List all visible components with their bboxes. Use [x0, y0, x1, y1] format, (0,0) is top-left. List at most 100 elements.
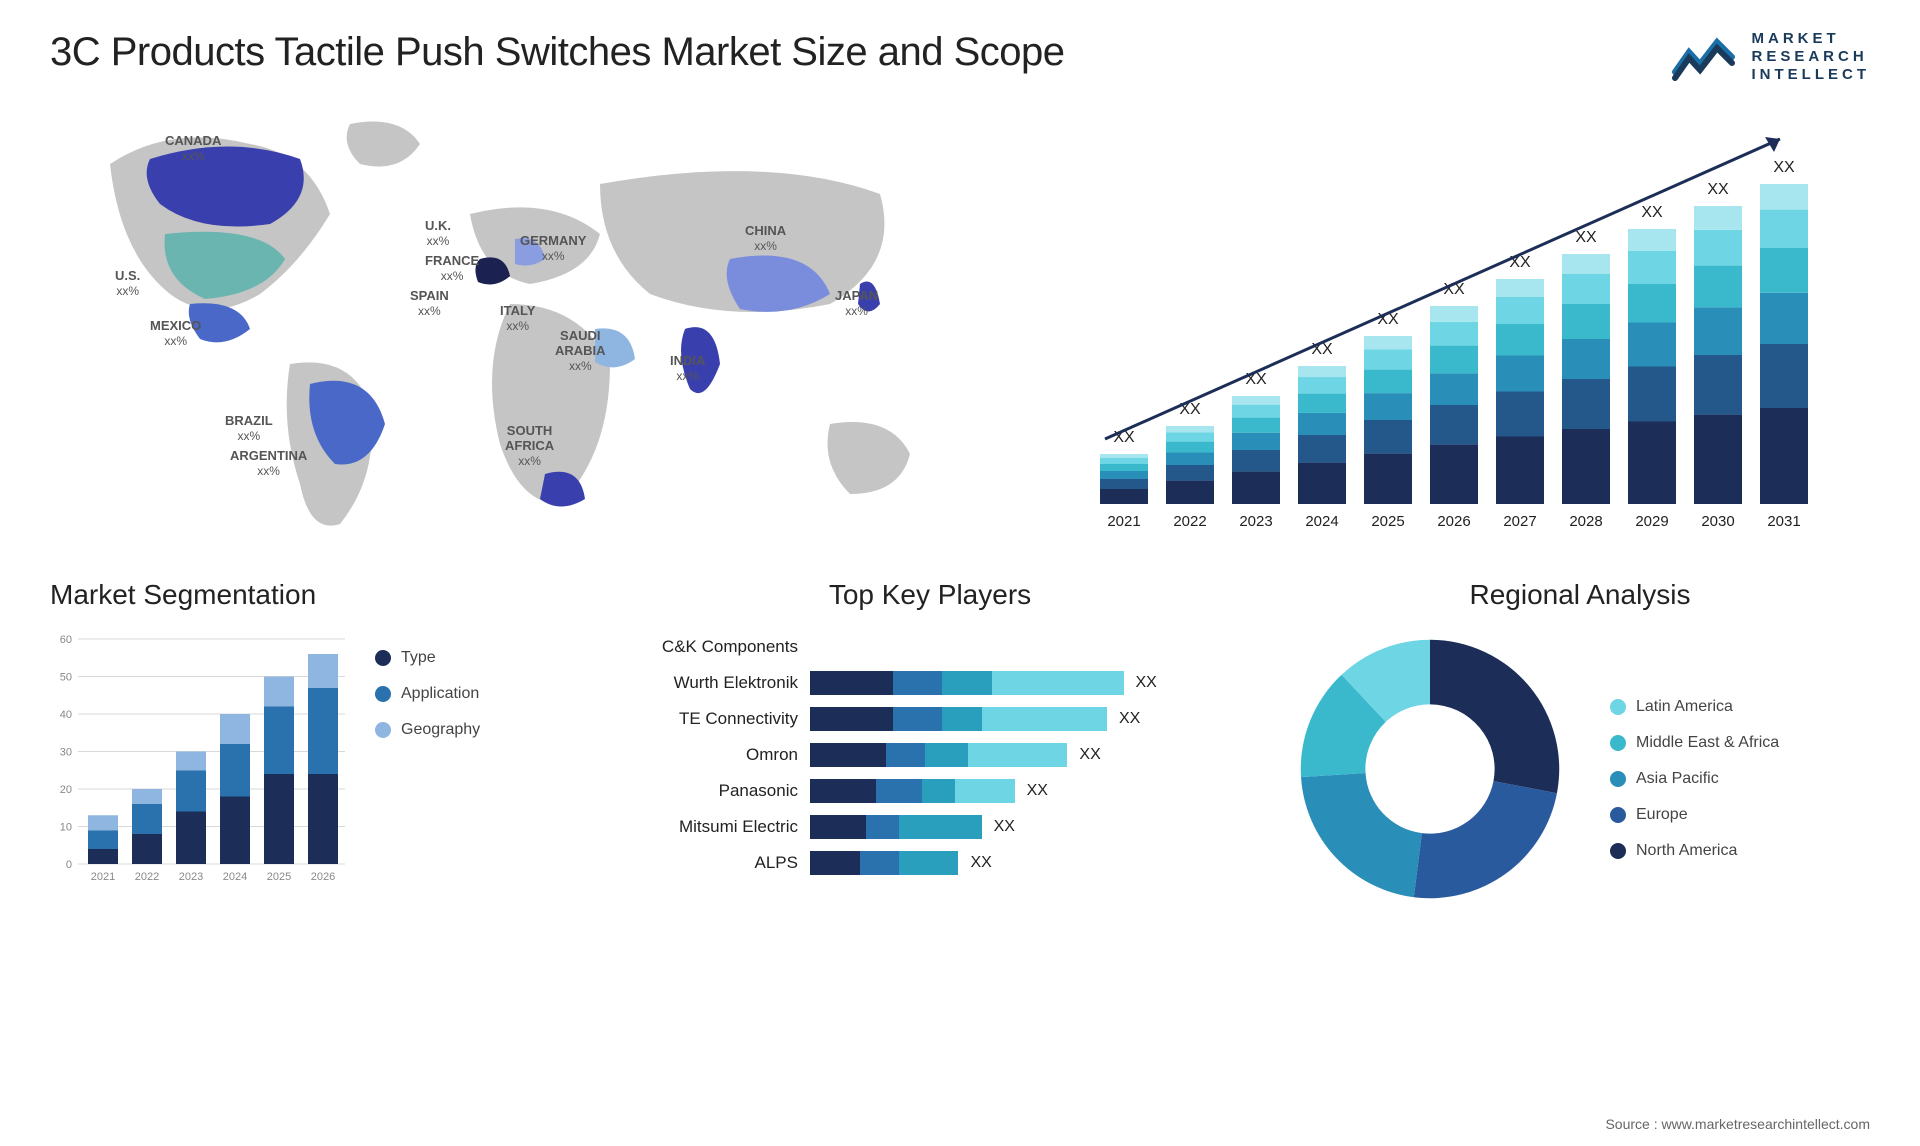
legend-item: North America	[1610, 842, 1779, 860]
player-bar	[810, 779, 1015, 803]
svg-text:2025: 2025	[267, 871, 291, 883]
svg-text:XX: XX	[1773, 159, 1795, 176]
map-label: SAUDIARABIAxx%	[555, 329, 606, 374]
growth-chart-panel: XX2021XX2022XX2023XX2024XX2025XX2026XX20…	[1010, 104, 1870, 544]
map-label: CHINAxx%	[745, 224, 786, 254]
segmentation-legend: Type Application Geography	[375, 649, 480, 889]
legend-item: Middle East & Africa	[1610, 734, 1779, 752]
regional-panel: Regional Analysis Latin America Middle Ea…	[1290, 579, 1870, 909]
logo-line1: MARKET	[1752, 30, 1871, 48]
legend-item: Latin America	[1610, 698, 1779, 716]
regional-legend: Latin America Middle East & Africa Asia Pa…	[1610, 698, 1779, 860]
players-panel: Top Key Players C&K ComponentsWurth Elek…	[620, 579, 1240, 909]
map-label: FRANCExx%	[425, 254, 479, 284]
svg-text:2027: 2027	[1503, 513, 1536, 530]
player-bar-row: XX	[810, 845, 1240, 881]
page-title: 3C Products Tactile Push Switches Market…	[50, 30, 1065, 75]
logo-icon	[1672, 32, 1742, 82]
player-name: Omron	[620, 737, 798, 773]
player-value: XX	[1119, 710, 1140, 728]
segmentation-chart: 0 10 20 30 40 50 60 2021 2022 2023 2024 2025 2026	[50, 629, 350, 889]
svg-text:2030: 2030	[1701, 513, 1734, 530]
svg-text:0: 0	[66, 859, 72, 871]
player-labels: C&K ComponentsWurth ElektronikTE Connect…	[620, 629, 810, 881]
player-value: XX	[1136, 674, 1157, 692]
player-name: TE Connectivity	[620, 701, 798, 737]
legend-item: Asia Pacific	[1610, 770, 1779, 788]
player-bar-row: XX	[810, 773, 1240, 809]
svg-text:30: 30	[60, 747, 72, 759]
svg-text:XX: XX	[1575, 229, 1597, 246]
player-bar	[810, 707, 1107, 731]
bottom-row: Market Segmentation 0 10 20 30 40 50 60 2021 202…	[50, 579, 1870, 909]
svg-text:XX: XX	[1641, 204, 1663, 221]
map-label: U.S.xx%	[115, 269, 140, 299]
legend-item: Europe	[1610, 806, 1779, 824]
map-label: CANADAxx%	[165, 134, 221, 164]
svg-text:2025: 2025	[1371, 513, 1404, 530]
segmentation-panel: Market Segmentation 0 10 20 30 40 50 60 2021 202…	[50, 579, 570, 909]
player-bar-row: XX	[810, 737, 1240, 773]
player-bar	[810, 743, 1067, 767]
legend-item: Application	[375, 685, 480, 703]
svg-text:20: 20	[60, 784, 72, 796]
player-name: ALPS	[620, 845, 798, 881]
player-value: XX	[1079, 746, 1100, 764]
svg-text:2028: 2028	[1569, 513, 1602, 530]
player-bar	[810, 851, 959, 875]
map-label: U.K.xx%	[425, 219, 451, 249]
svg-text:2023: 2023	[1239, 513, 1272, 530]
player-bar	[810, 815, 982, 839]
player-name: Panasonic	[620, 773, 798, 809]
svg-text:60: 60	[60, 634, 72, 646]
svg-text:2029: 2029	[1635, 513, 1668, 530]
player-name: Wurth Elektronik	[620, 665, 798, 701]
logo-line3: INTELLECT	[1752, 66, 1871, 84]
player-bars: XXXXXXXXXXXX	[810, 629, 1240, 881]
map-label: MEXICOxx%	[150, 319, 201, 349]
map-label: SOUTHAFRICAxx%	[505, 424, 554, 469]
player-value: XX	[994, 818, 1015, 836]
players-title: Top Key Players	[620, 579, 1240, 611]
svg-text:2021: 2021	[1107, 513, 1140, 530]
world-map-panel: CANADAxx% U.S.xx% MEXICOxx% BRAZILxx% ARGENT…	[50, 104, 970, 544]
svg-text:10: 10	[60, 822, 72, 834]
header: 3C Products Tactile Push Switches Market…	[50, 30, 1870, 84]
logo-line2: RESEARCH	[1752, 48, 1871, 66]
legend-item: Type	[375, 649, 480, 667]
player-bar-row	[810, 629, 1240, 665]
top-row: CANADAxx% U.S.xx% MEXICOxx% BRAZILxx% ARGENT…	[50, 104, 1870, 544]
segmentation-title: Market Segmentation	[50, 579, 570, 611]
svg-text:2026: 2026	[311, 871, 335, 883]
svg-text:2023: 2023	[179, 871, 203, 883]
player-name: Mitsumi Electric	[620, 809, 798, 845]
regional-title: Regional Analysis	[1290, 579, 1870, 611]
map-label: BRAZILxx%	[225, 414, 273, 444]
svg-text:2024: 2024	[223, 871, 247, 883]
player-bar-row: XX	[810, 701, 1240, 737]
player-bar	[810, 671, 1124, 695]
svg-text:2021: 2021	[91, 871, 115, 883]
player-value: XX	[1027, 782, 1048, 800]
map-label: JAPANxx%	[835, 289, 878, 319]
svg-text:XX: XX	[1707, 181, 1729, 198]
map-label: GERMANYxx%	[520, 234, 586, 264]
svg-text:40: 40	[60, 709, 72, 721]
source-footer: Source : www.marketresearchintellect.com	[1605, 1116, 1870, 1132]
map-label: ARGENTINAxx%	[230, 449, 307, 479]
legend-item: Geography	[375, 721, 480, 739]
regional-donut	[1290, 629, 1570, 909]
svg-text:2031: 2031	[1767, 513, 1800, 530]
map-label: INDIAxx%	[670, 354, 705, 384]
growth-chart: XX2021XX2022XX2023XX2024XX2025XX2026XX20…	[1010, 104, 1870, 544]
svg-text:2022: 2022	[135, 871, 159, 883]
player-value: XX	[971, 854, 992, 872]
svg-text:50: 50	[60, 672, 72, 684]
player-bar-row: XX	[810, 665, 1240, 701]
map-label: ITALYxx%	[500, 304, 535, 334]
map-label: SPAINxx%	[410, 289, 449, 319]
logo-text: MARKET RESEARCH INTELLECT	[1752, 30, 1871, 84]
svg-text:2026: 2026	[1437, 513, 1470, 530]
svg-text:2024: 2024	[1305, 513, 1338, 530]
svg-text:2022: 2022	[1173, 513, 1206, 530]
